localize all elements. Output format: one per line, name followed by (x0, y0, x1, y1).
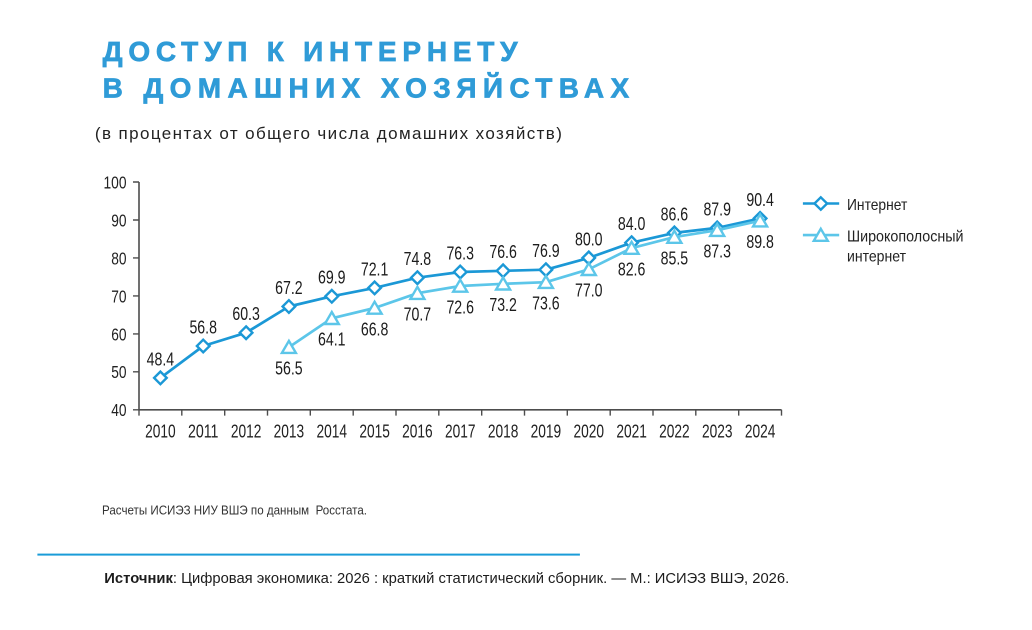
svg-text:84.0: 84.0 (618, 214, 646, 234)
svg-text:60.3: 60.3 (232, 304, 260, 324)
svg-text:72.6: 72.6 (446, 297, 474, 317)
svg-text:60: 60 (111, 324, 127, 344)
svg-text:87.9: 87.9 (703, 199, 731, 219)
svg-text:73.2: 73.2 (489, 295, 517, 315)
svg-text:70: 70 (111, 286, 127, 306)
svg-text:72.1: 72.1 (361, 259, 389, 279)
svg-text:64.1: 64.1 (318, 330, 346, 350)
svg-text:2010: 2010 (145, 421, 176, 441)
svg-text:89.8: 89.8 (746, 232, 774, 252)
svg-text:69.9: 69.9 (318, 268, 346, 288)
svg-text:2017: 2017 (445, 421, 476, 441)
svg-text:Широкополосный: Широкополосный (847, 229, 964, 246)
svg-text:2018: 2018 (488, 421, 519, 441)
svg-text:86.6: 86.6 (661, 204, 689, 224)
svg-text:90: 90 (111, 210, 127, 230)
svg-text:56.8: 56.8 (189, 317, 217, 337)
svg-text:56.5: 56.5 (275, 359, 303, 379)
svg-text:2021: 2021 (616, 421, 647, 441)
svg-text:2014: 2014 (317, 421, 348, 441)
svg-text:82.6: 82.6 (618, 260, 646, 280)
svg-text:77.0: 77.0 (575, 281, 603, 301)
svg-text:2023: 2023 (702, 421, 733, 441)
svg-text:76.6: 76.6 (489, 242, 517, 262)
svg-text:74.8: 74.8 (404, 249, 432, 269)
svg-text:интернет: интернет (847, 249, 907, 266)
svg-text:ДОСТУП К ИНТЕРНЕТУ: ДОСТУП К ИНТЕРНЕТУ (103, 36, 519, 67)
svg-text:85.5: 85.5 (661, 249, 689, 269)
svg-text:73.6: 73.6 (532, 294, 560, 314)
svg-text:67.2: 67.2 (275, 278, 303, 298)
svg-text:2013: 2013 (274, 421, 305, 441)
svg-text:Источник: Цифровая экономика:: Источник: Цифровая экономика: 2026 : кра… (104, 571, 789, 587)
svg-text:2015: 2015 (359, 421, 390, 441)
svg-text:2011: 2011 (188, 421, 219, 441)
svg-text:2012: 2012 (231, 421, 262, 441)
svg-text:76.9: 76.9 (532, 241, 560, 261)
svg-text:2020: 2020 (574, 421, 605, 441)
svg-text:66.8: 66.8 (361, 319, 389, 339)
svg-text:2019: 2019 (531, 421, 562, 441)
svg-text:(в процентах от общего числа д: (в процентах от общего числа домашних хо… (95, 124, 562, 143)
svg-text:76.3: 76.3 (446, 243, 474, 263)
svg-text:48.4: 48.4 (147, 349, 175, 369)
svg-text:Расчеты ИСИЭЗ НИУ ВШЭ по данны: Расчеты ИСИЭЗ НИУ ВШЭ по данным Росстата… (102, 503, 367, 518)
svg-text:Интернет: Интернет (847, 197, 908, 214)
svg-text:2016: 2016 (402, 421, 433, 441)
svg-text:87.3: 87.3 (703, 242, 731, 262)
svg-text:2022: 2022 (659, 421, 690, 441)
svg-text:50: 50 (111, 362, 127, 382)
svg-text:2024: 2024 (745, 421, 776, 441)
svg-text:80.0: 80.0 (575, 229, 603, 249)
svg-text:90.4: 90.4 (746, 190, 774, 210)
svg-text:70.7: 70.7 (404, 305, 432, 325)
svg-text:80: 80 (111, 248, 127, 268)
svg-text:100: 100 (104, 172, 127, 192)
svg-text:В ДОМАШНИХ ХОЗЯЙСТВАХ: В ДОМАШНИХ ХОЗЯЙСТВАХ (103, 71, 630, 103)
svg-text:40: 40 (111, 400, 127, 420)
